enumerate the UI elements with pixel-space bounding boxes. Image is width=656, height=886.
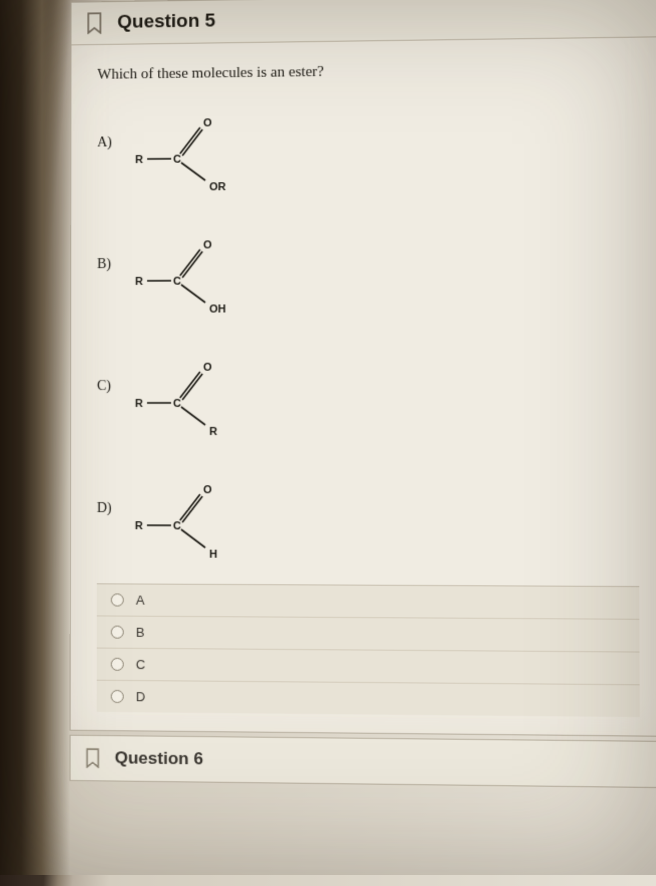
molecule-diagram: R C O R [127,355,258,439]
answer-row-C[interactable]: C [97,649,640,686]
radio-button[interactable] [111,626,124,639]
next-question-title: Question 6 [115,748,203,769]
svg-text:R: R [135,276,143,288]
svg-text:R: R [135,154,143,166]
option-D: D) R C O H [97,477,639,564]
answer-letter: A [136,593,145,608]
answer-row-A[interactable]: A [97,584,640,620]
svg-text:C: C [173,276,181,288]
svg-text:OR: OR [209,181,226,193]
svg-text:H: H [209,549,217,561]
radio-button[interactable] [111,690,124,703]
option-letter: D) [97,477,119,517]
svg-text:O: O [203,484,212,496]
bookmark-icon[interactable] [85,12,103,34]
question-number: Question 5 [117,10,215,33]
question-body: Which of these molecules is an ester? A)… [71,37,656,736]
svg-text:R: R [135,398,143,410]
answer-row-D[interactable]: D [97,681,640,717]
svg-text:O: O [203,117,212,129]
svg-text:C: C [173,154,181,166]
option-C: C) R C O R [97,353,639,439]
molecule-diagram: R C O OH [127,232,258,317]
svg-text:O: O [203,362,212,374]
option-letter: A) [97,111,119,151]
answer-letter: D [136,689,145,704]
answer-letter: C [136,657,145,672]
svg-text:C: C [173,398,181,410]
next-question-panel[interactable]: Question 6 [70,735,656,788]
option-B: B) R C O OH [97,229,638,317]
question-panel: Question 5 Which of these molecules is a… [70,0,656,737]
option-letter: C) [97,355,119,395]
option-A: A) R C O OR [97,106,638,196]
molecule-diagram: R C O H [127,477,258,562]
radio-button[interactable] [111,593,124,606]
radio-button[interactable] [111,658,124,671]
answer-choices: A B C D [97,583,640,717]
question-prompt: Which of these molecules is an ester? [97,60,637,84]
molecule-diagram: R C O OR [127,110,258,195]
option-letter: B) [97,233,119,273]
svg-text:R: R [135,520,143,532]
svg-text:C: C [173,520,181,532]
answer-row-B[interactable]: B [97,616,640,652]
svg-text:R: R [209,426,217,438]
svg-text:OH: OH [209,303,226,315]
bookmark-icon [85,748,101,768]
svg-text:O: O [203,239,212,251]
answer-letter: B [136,625,145,640]
